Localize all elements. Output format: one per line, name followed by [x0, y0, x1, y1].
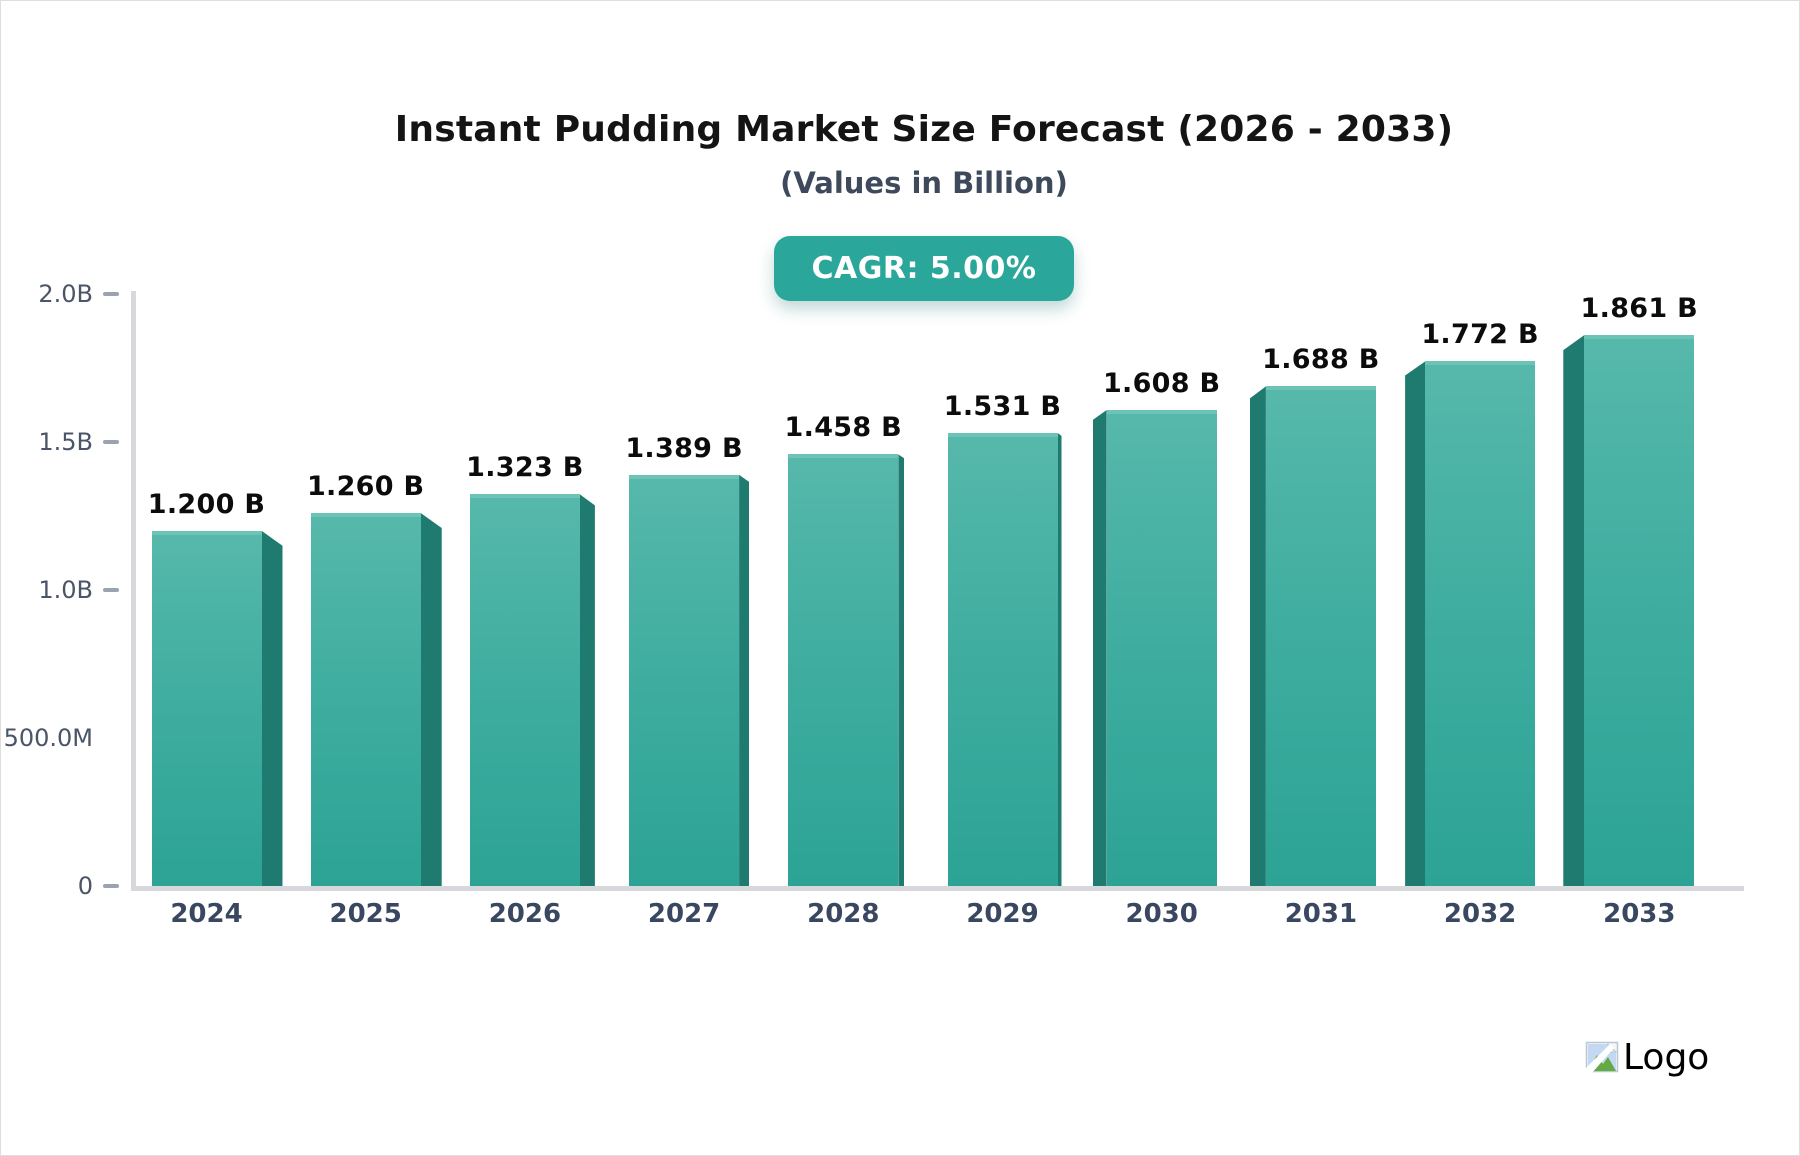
- y-axis-tick: [103, 292, 119, 296]
- chart-title: Instant Pudding Market Size Forecast (20…: [394, 109, 1454, 150]
- bar-side-face: [1092, 410, 1107, 886]
- x-axis-label: 2031: [1284, 899, 1358, 929]
- y-axis-line: [131, 291, 136, 891]
- bar-side-face: [1057, 432, 1062, 886]
- bar[interactable]: [310, 513, 421, 886]
- x-axis-label: 2028: [807, 899, 880, 929]
- y-axis-tick: [103, 440, 119, 444]
- x-axis-label: 2033: [1603, 899, 1676, 929]
- bar-side-face: [1563, 335, 1585, 886]
- y-axis-label: 2.0B: [38, 280, 93, 308]
- bar[interactable]: [1106, 410, 1217, 886]
- logo: Logo: [1585, 1037, 1709, 1078]
- logo-text: Logo: [1623, 1037, 1710, 1078]
- bar[interactable]: [1265, 386, 1376, 886]
- x-axis-label: 2027: [647, 899, 721, 929]
- bar-value-label: 1.260 B: [306, 471, 425, 503]
- bar-value-label: 1.772 B: [1421, 319, 1539, 351]
- bar[interactable]: [469, 494, 580, 886]
- bar-value-label: 1.608 B: [1102, 368, 1221, 400]
- broken-image-icon: [1585, 1041, 1619, 1074]
- bar[interactable]: [1584, 335, 1695, 886]
- x-axis-label: 2024: [170, 899, 243, 929]
- bar-side-face: [1405, 361, 1426, 886]
- bar-side-face: [261, 530, 283, 886]
- bar[interactable]: [1425, 361, 1536, 886]
- y-axis-tick: [103, 884, 119, 888]
- x-axis-label: 2032: [1443, 899, 1517, 929]
- bar-side-face: [420, 513, 442, 886]
- x-axis-label: 2029: [966, 899, 1039, 929]
- x-axis-label: 2030: [1125, 899, 1198, 929]
- bar-side-face: [1249, 386, 1266, 886]
- bar[interactable]: [788, 454, 899, 886]
- bar-value-label: 1.531 B: [943, 390, 1062, 422]
- y-axis-label: 500.0M: [3, 724, 93, 752]
- bar-side-face: [898, 454, 905, 886]
- y-axis-label: 0: [77, 872, 93, 900]
- chart-header: Instant Pudding Market Size Forecast (20…: [1, 1, 1799, 301]
- y-axis-tick: [103, 588, 119, 592]
- bar-side-face: [579, 494, 595, 886]
- x-axis-label: 2026: [488, 899, 562, 929]
- bar-side-face: [739, 474, 750, 886]
- bar[interactable]: [947, 432, 1058, 886]
- bar[interactable]: [629, 474, 740, 886]
- x-axis-line: [131, 886, 1744, 891]
- bar[interactable]: [151, 530, 262, 886]
- bar-value-label: 1.200 B: [147, 488, 266, 520]
- cagr-badge: CAGR: 5.00%: [773, 236, 1075, 301]
- bar-value-label: 1.323 B: [466, 452, 584, 484]
- y-axis-label: 1.5B: [38, 428, 93, 456]
- bar-value-label: 1.861 B: [1580, 293, 1699, 325]
- bar-value-label: 1.688 B: [1262, 344, 1380, 376]
- y-axis-label: 1.0B: [38, 576, 93, 604]
- x-axis-label: 2025: [329, 899, 402, 929]
- chart-subtitle: (Values in Billion): [780, 166, 1068, 200]
- bar-value-label: 1.389 B: [625, 432, 743, 464]
- bar-value-label: 1.458 B: [784, 412, 903, 444]
